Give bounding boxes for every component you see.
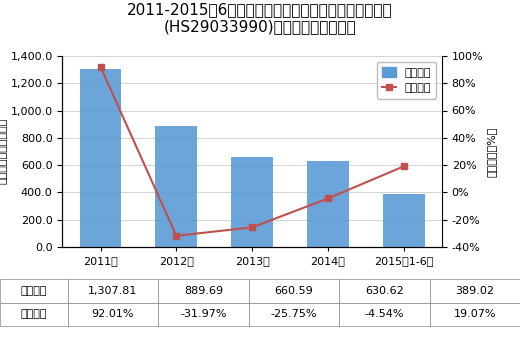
Bar [231,157,273,247]
Bar [80,69,121,247]
Text: (HS29033990)出口总额及增速统计: (HS29033990)出口总额及增速统计 [164,19,356,34]
Bar [307,161,349,247]
Bar [155,126,197,247]
Y-axis label: 同比增速（%）: 同比增速（%） [486,126,496,176]
Legend: 出口金额, 同比增长: 出口金额, 同比增长 [376,62,436,99]
Bar [383,194,425,247]
Y-axis label: 出口金额（百万美元）: 出口金额（百万美元） [0,118,8,184]
Text: 2011-2015年6月其他无环烃的氟化、溴化或碘化衍生物: 2011-2015年6月其他无环烃的氟化、溴化或碘化衍生物 [127,2,393,17]
